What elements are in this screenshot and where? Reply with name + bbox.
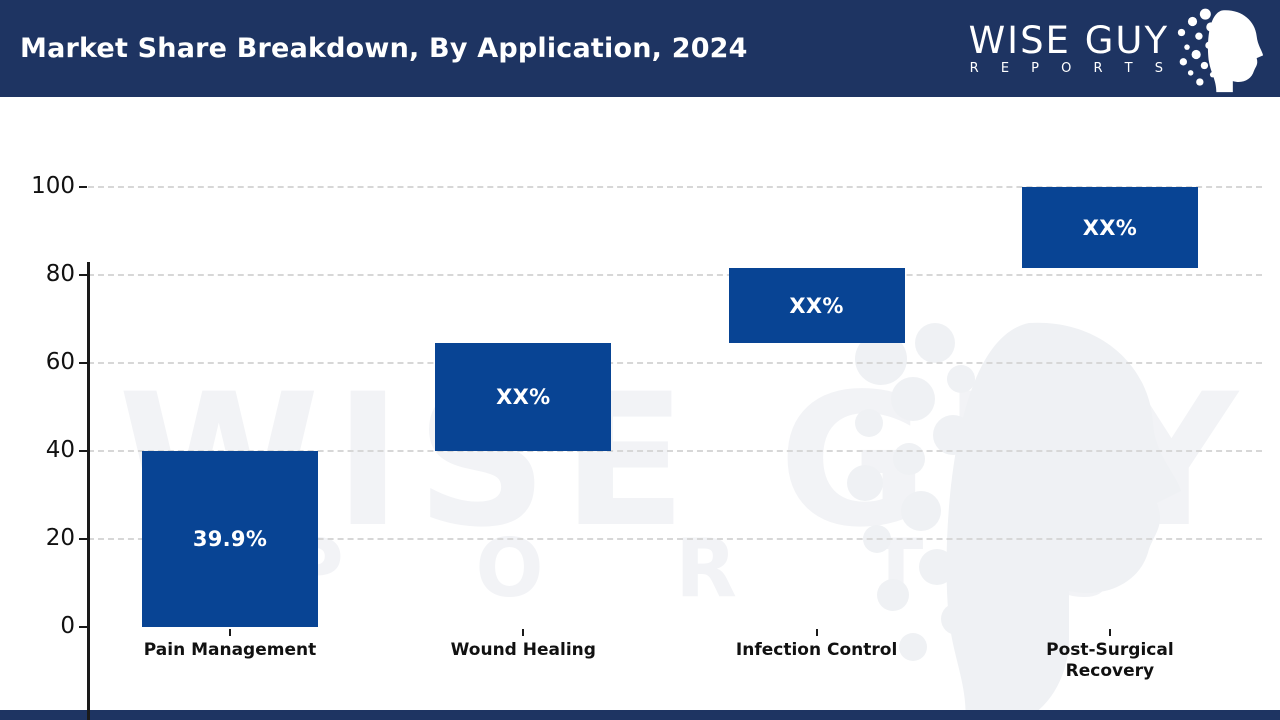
y-tick-mark [79,186,87,188]
x-category-label: Pain Management [143,640,317,660]
x-tick-mark [1108,629,1111,636]
gridline [88,186,1262,188]
bar-value-label: XX% [1082,215,1138,240]
bar-value-label: XX% [496,385,551,410]
chart-area: WISE GUY P O R T S 0 20 40 60 80 100 39.9% XX%… [0,97,1280,720]
gridline [88,450,1262,452]
bar: XX% [1021,187,1198,269]
x-tick-mark [522,629,525,636]
x-tick-mark [815,629,818,636]
y-tick-label: 60 [45,349,75,375]
y-tick-mark [79,538,87,540]
gridline [88,538,1262,540]
gridline [88,274,1262,276]
y-tick-label: 0 [60,613,75,639]
x-category-label: Infection Control [735,640,898,660]
header-bar: Market Share Breakdown, By Application, … [0,0,1280,97]
y-tick-label: 40 [45,437,75,463]
x-tick-mark [229,629,231,636]
y-axis-line [87,262,90,720]
gridline [88,362,1262,364]
y-tick-mark [79,626,87,628]
bar-value-label: 39.9% [192,527,268,552]
y-tick-label: 100 [31,173,75,199]
y-tick-mark [79,362,87,364]
x-category-label: Post-Surgical Recovery [1046,640,1174,682]
y-tick-label: 20 [45,525,75,551]
x-category-label: Wound Healing [450,640,596,660]
brand-logo: WISE GUY R E P O R T S [966,5,1266,93]
bar: XX% [435,343,612,452]
bar: XX% [728,268,905,344]
dotted-head-profile-icon [1177,8,1264,92]
dotted-head-profile-watermark [847,322,1181,720]
y-tick-mark [79,450,87,452]
bar-value-label: XX% [789,293,844,318]
y-tick-mark [79,274,87,276]
page-title: Market Share Breakdown, By Application, … [20,33,748,64]
brand-name: WISE GUY [968,18,1170,62]
bar: 39.9% [142,451,318,627]
brand-subtitle: R E P O R T S [969,60,1172,76]
footer-bar [0,710,1280,720]
brand-wordmark: WISE GUY R E P O R T S [966,22,1172,76]
y-tick-label: 80 [45,261,75,287]
